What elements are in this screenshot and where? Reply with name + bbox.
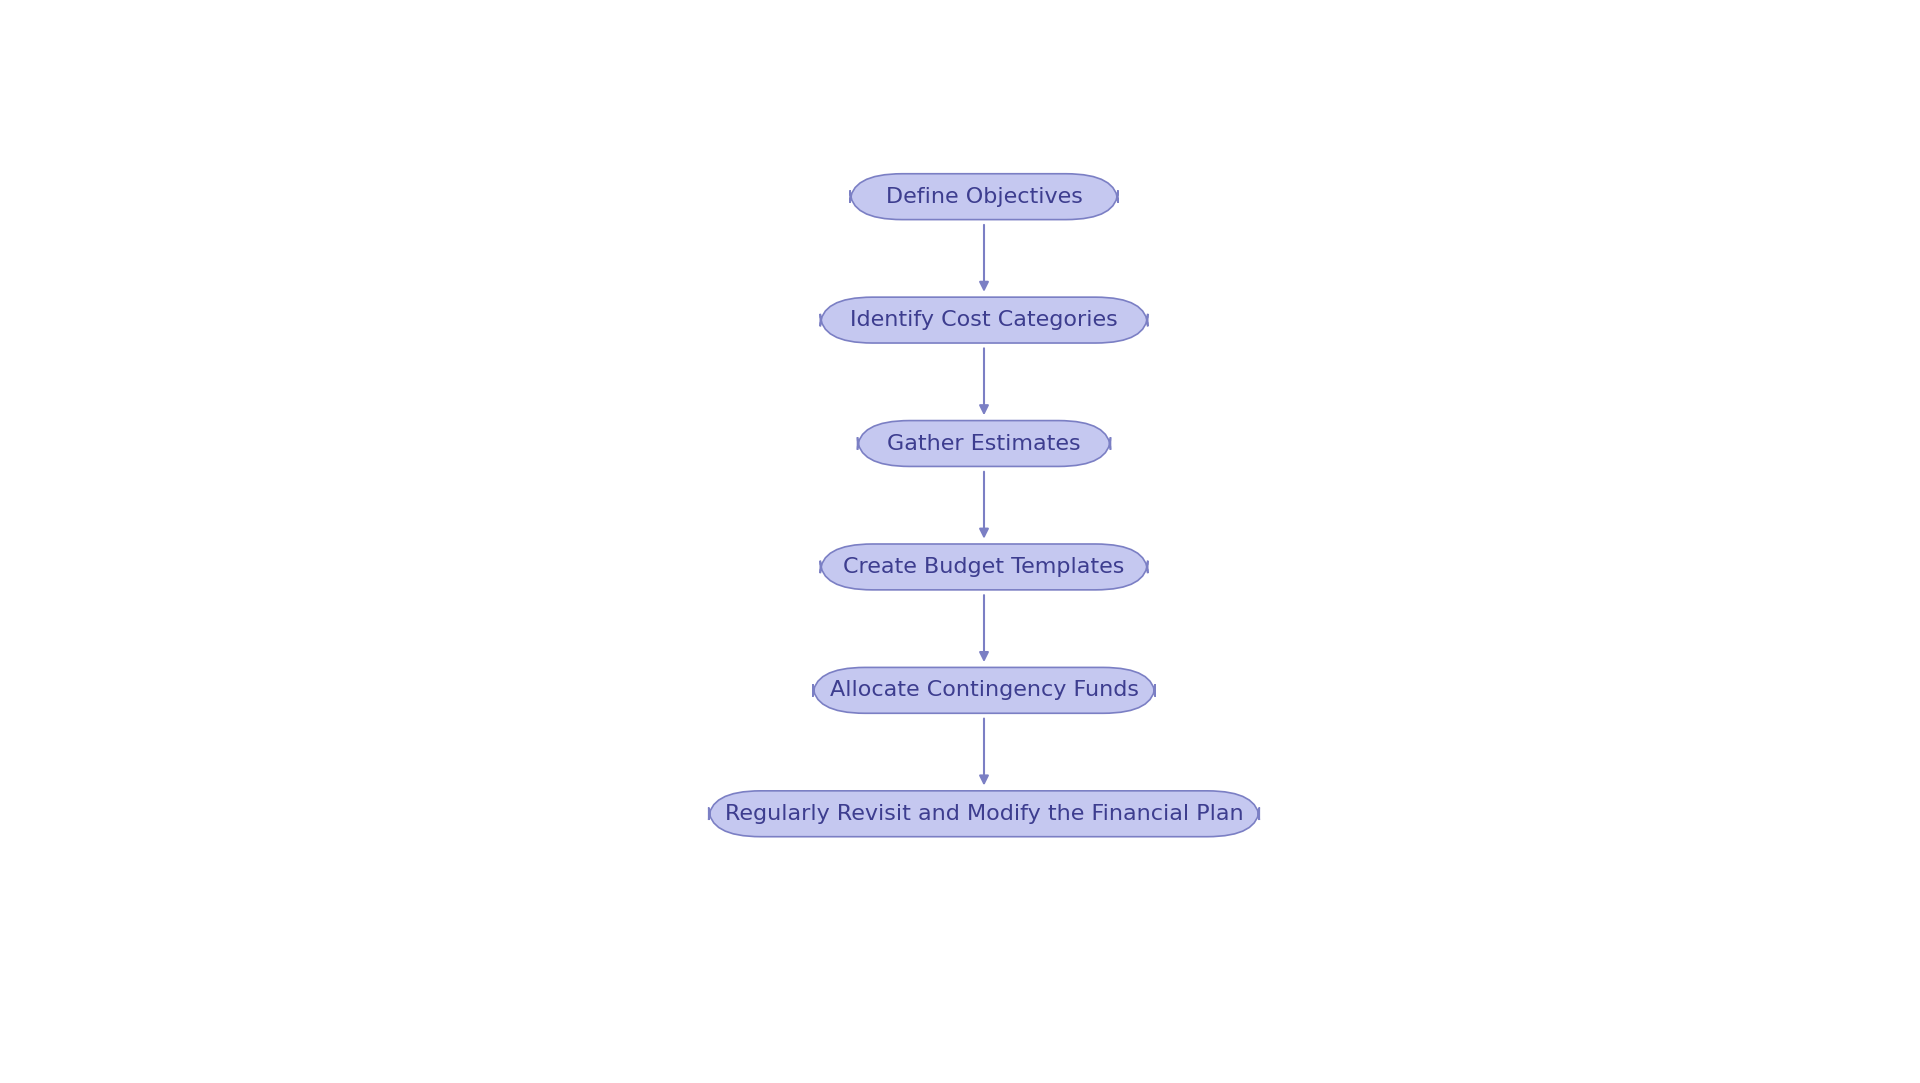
Text: Gather Estimates: Gather Estimates — [887, 433, 1081, 454]
Text: Regularly Revisit and Modify the Financial Plan: Regularly Revisit and Modify the Financi… — [724, 804, 1244, 824]
Text: Create Budget Templates: Create Budget Templates — [843, 557, 1125, 577]
Text: Define Objectives: Define Objectives — [885, 186, 1083, 207]
FancyBboxPatch shape — [858, 420, 1110, 467]
FancyBboxPatch shape — [708, 791, 1260, 837]
FancyBboxPatch shape — [812, 667, 1156, 714]
FancyBboxPatch shape — [820, 297, 1148, 343]
FancyBboxPatch shape — [851, 173, 1117, 220]
Text: Identify Cost Categories: Identify Cost Categories — [851, 310, 1117, 330]
Text: Allocate Contingency Funds: Allocate Contingency Funds — [829, 680, 1139, 701]
FancyBboxPatch shape — [820, 544, 1148, 590]
